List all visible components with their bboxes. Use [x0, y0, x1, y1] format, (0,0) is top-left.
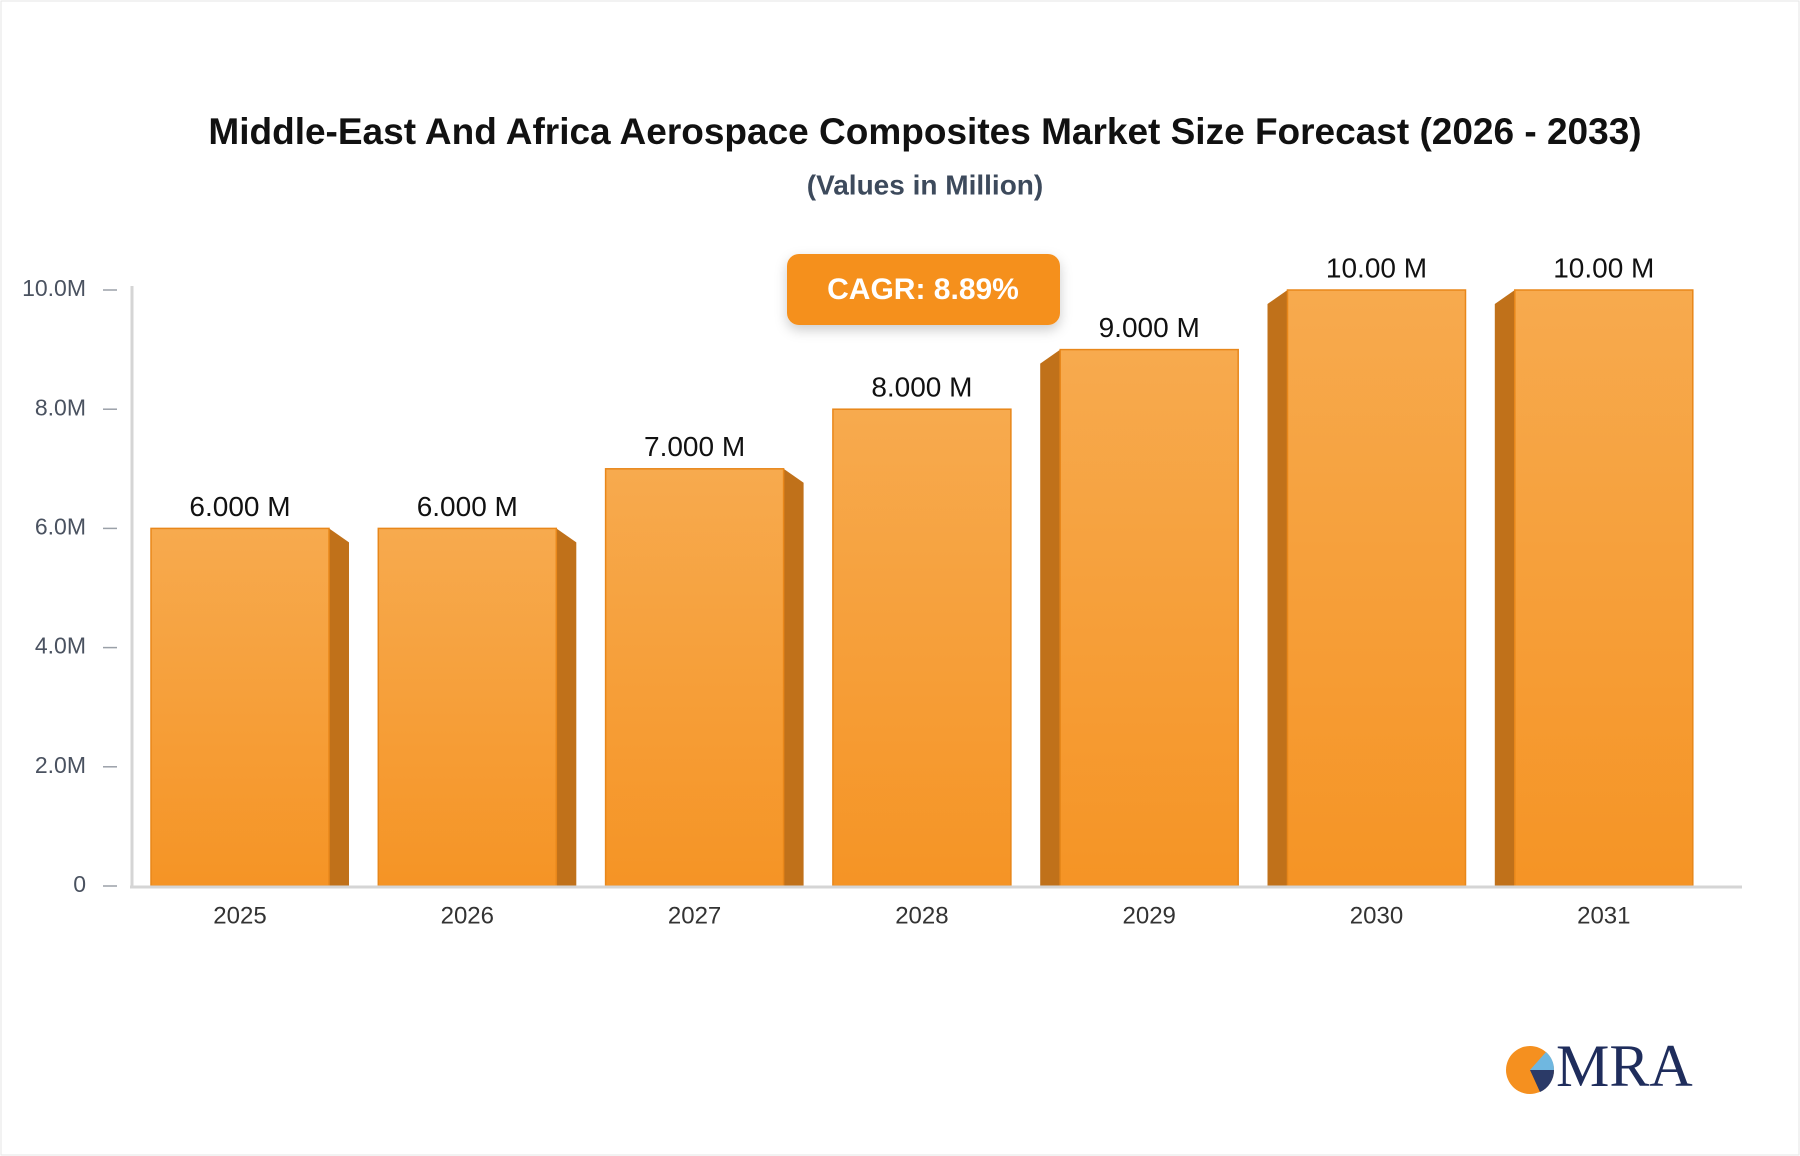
bar-side [329, 528, 349, 886]
value-label: 9.000 M [1099, 312, 1200, 343]
x-tick-label: 2030 [1350, 902, 1403, 929]
bar [150, 527, 330, 887]
chart-title: Middle-East And Africa Aerospace Composi… [208, 111, 1641, 152]
bar [604, 468, 785, 887]
x-tick-label: 2027 [668, 902, 721, 929]
value-label: 10.00 M [1553, 252, 1654, 283]
x-tick-label: 2025 [213, 902, 266, 929]
bar-side [783, 468, 804, 886]
bar-side [1040, 349, 1061, 887]
cagr-badge: CAGR: 8.89% [787, 254, 1060, 325]
logo-slice [1530, 1052, 1555, 1070]
value-label: 6.000 M [417, 491, 518, 522]
x-tick-label: 2031 [1577, 902, 1630, 929]
logo: MRA [1506, 1033, 1693, 1099]
chart-subtitle: (Values in Million) [807, 169, 1043, 200]
bar [832, 408, 1012, 887]
x-tick-label: 2029 [1123, 902, 1176, 929]
logo-text: MRA [1556, 1033, 1693, 1099]
y-tick-label: 6.0M [35, 513, 86, 539]
bar [1286, 289, 1467, 887]
cagr-box [787, 254, 1060, 325]
bar-side [556, 528, 577, 886]
bar [1514, 289, 1694, 887]
y-tick-label: 2.0M [35, 752, 86, 778]
x-tick-label: 2028 [895, 902, 948, 929]
value-label: 6.000 M [189, 491, 290, 522]
bar [1059, 348, 1239, 887]
y-tick-label: 4.0M [35, 633, 86, 659]
bar [377, 527, 558, 887]
bar-side [1494, 290, 1515, 886]
value-label: 10.00 M [1326, 252, 1427, 283]
cagr-text: CAGR: 8.89% [827, 273, 1019, 306]
logo-slice [1530, 1070, 1555, 1092]
bar-side [1267, 290, 1288, 886]
value-label: 7.000 M [644, 431, 745, 462]
value-label: 8.000 M [871, 372, 972, 403]
x-tick-label: 2026 [441, 902, 494, 929]
y-tick-label: 10.0M [22, 275, 86, 301]
y-tick-label: 0 [73, 871, 86, 897]
y-tick-label: 8.0M [35, 394, 86, 420]
